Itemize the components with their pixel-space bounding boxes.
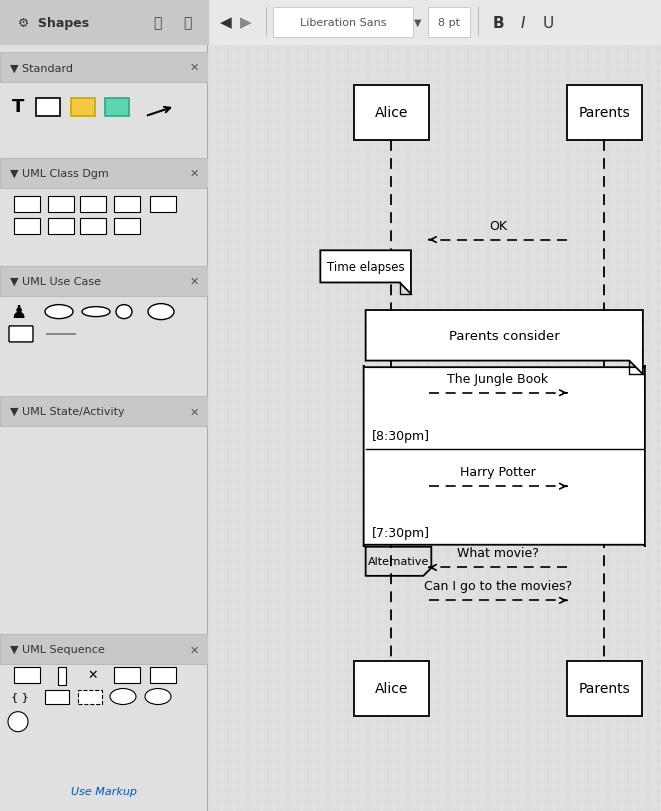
FancyBboxPatch shape <box>354 661 429 716</box>
Ellipse shape <box>148 304 174 320</box>
Text: { }: { } <box>11 692 29 702</box>
Text: Parents consider: Parents consider <box>449 329 560 342</box>
Text: U: U <box>543 15 554 31</box>
Text: What movie?: What movie? <box>457 547 539 560</box>
Ellipse shape <box>145 689 171 705</box>
Circle shape <box>8 712 28 732</box>
Text: Parents: Parents <box>578 681 630 696</box>
Ellipse shape <box>45 305 73 320</box>
Text: Alice: Alice <box>375 106 408 120</box>
Polygon shape <box>366 311 643 375</box>
Text: ▼ UML Sequence: ▼ UML Sequence <box>10 645 104 654</box>
Text: ✕: ✕ <box>189 407 199 417</box>
Bar <box>46 333 76 336</box>
Text: Liberation Sans: Liberation Sans <box>299 18 386 28</box>
FancyBboxPatch shape <box>45 689 69 704</box>
Bar <box>0 267 208 296</box>
Bar <box>0 397 208 427</box>
Text: ⚙  Shapes: ⚙ Shapes <box>18 16 89 29</box>
FancyBboxPatch shape <box>80 219 106 235</box>
Text: OK: OK <box>489 219 507 232</box>
FancyBboxPatch shape <box>364 366 645 547</box>
Text: ▼: ▼ <box>414 18 422 28</box>
FancyBboxPatch shape <box>9 327 33 342</box>
Text: ✕: ✕ <box>189 169 199 178</box>
FancyBboxPatch shape <box>14 219 40 235</box>
Text: ✕: ✕ <box>88 668 98 681</box>
FancyBboxPatch shape <box>114 219 140 235</box>
Text: Can I go to the movies?: Can I go to the movies? <box>424 580 572 593</box>
Bar <box>266 8 267 38</box>
FancyBboxPatch shape <box>150 197 176 213</box>
Bar <box>0 159 208 188</box>
FancyBboxPatch shape <box>150 667 176 683</box>
Ellipse shape <box>110 689 136 705</box>
FancyBboxPatch shape <box>273 8 413 38</box>
Text: ▼ UML Use Case: ▼ UML Use Case <box>10 277 101 286</box>
Polygon shape <box>321 251 411 294</box>
FancyBboxPatch shape <box>14 197 40 213</box>
FancyBboxPatch shape <box>80 197 106 213</box>
Text: ▼ UML Class Dgm: ▼ UML Class Dgm <box>10 169 109 178</box>
Bar <box>0 0 208 46</box>
FancyBboxPatch shape <box>78 689 102 704</box>
FancyBboxPatch shape <box>428 8 470 38</box>
Ellipse shape <box>82 307 110 317</box>
Text: ▶: ▶ <box>240 15 252 31</box>
Text: [8:30pm]: [8:30pm] <box>371 430 430 443</box>
Text: [7:30pm]: [7:30pm] <box>371 526 430 539</box>
Text: B: B <box>492 15 504 31</box>
FancyBboxPatch shape <box>114 197 140 213</box>
Text: Time elapses: Time elapses <box>327 260 405 273</box>
Bar <box>0 635 208 664</box>
Text: Alice: Alice <box>375 681 408 696</box>
Bar <box>207 0 208 811</box>
Text: ✕: ✕ <box>189 645 199 654</box>
Text: Harry Potter: Harry Potter <box>460 466 536 478</box>
Text: ▼ UML State/Activity: ▼ UML State/Activity <box>10 407 125 417</box>
FancyBboxPatch shape <box>14 667 40 683</box>
Bar <box>478 8 479 38</box>
Bar <box>58 667 66 684</box>
Text: ◀: ◀ <box>220 15 232 31</box>
Text: ✕: ✕ <box>189 63 199 73</box>
FancyBboxPatch shape <box>71 99 95 117</box>
Text: 🖼: 🖼 <box>153 16 161 30</box>
Text: 🔍: 🔍 <box>183 16 192 30</box>
Text: I: I <box>521 15 525 31</box>
Text: Use Markup: Use Markup <box>71 786 137 796</box>
Text: 8 pt: 8 pt <box>438 18 460 28</box>
FancyBboxPatch shape <box>114 667 140 683</box>
Text: Parents: Parents <box>578 106 630 120</box>
Ellipse shape <box>116 305 132 320</box>
FancyBboxPatch shape <box>567 86 642 141</box>
FancyBboxPatch shape <box>354 86 429 141</box>
Bar <box>0 54 208 83</box>
FancyBboxPatch shape <box>567 661 642 716</box>
Text: T: T <box>12 98 24 116</box>
Text: ▼ Standard: ▼ Standard <box>10 63 73 73</box>
Text: Alternative: Alternative <box>368 556 429 567</box>
FancyBboxPatch shape <box>36 99 60 117</box>
Text: ✕: ✕ <box>189 277 199 286</box>
FancyBboxPatch shape <box>48 219 74 235</box>
Text: ♟: ♟ <box>10 303 26 321</box>
Text: The Jungle Book: The Jungle Book <box>447 372 549 385</box>
FancyBboxPatch shape <box>105 99 129 117</box>
FancyBboxPatch shape <box>48 197 74 213</box>
